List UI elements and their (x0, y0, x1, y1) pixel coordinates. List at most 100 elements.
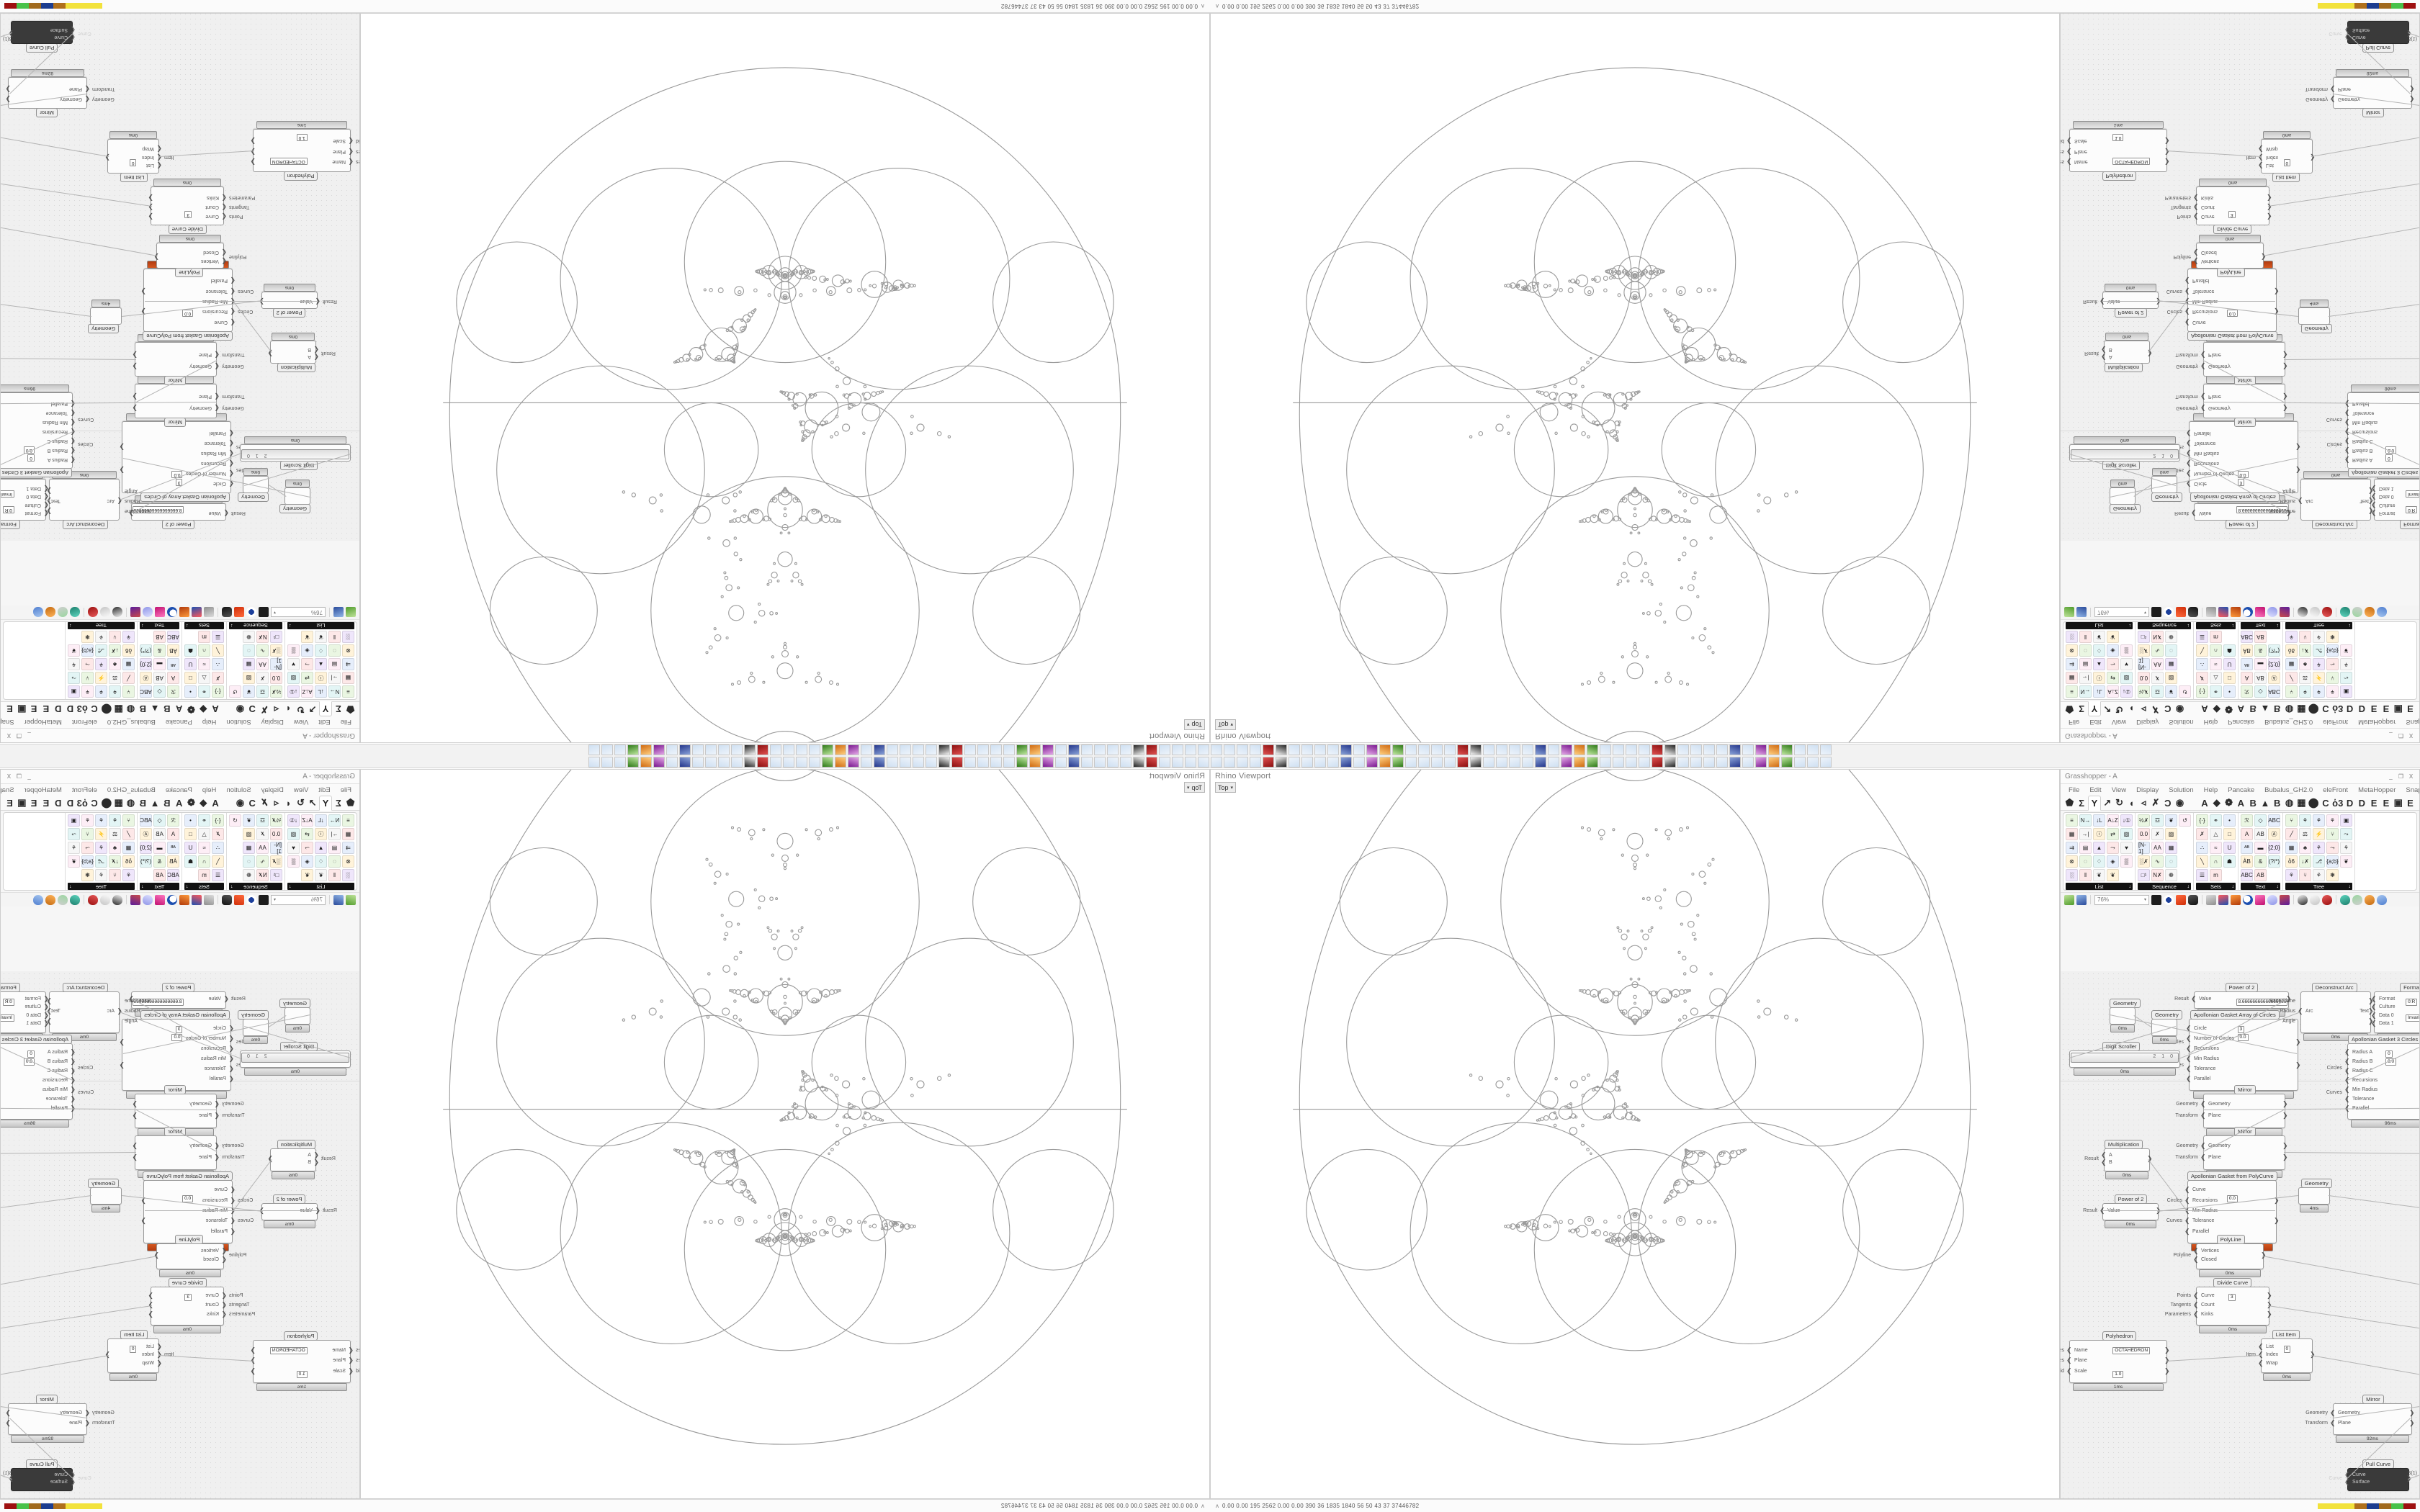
ribbon-component-icon[interactable]: ↓✗ (109, 644, 121, 657)
rhino-toolbar-icon[interactable] (640, 756, 652, 768)
param-input-grip[interactable]: ❮ (214, 393, 220, 401)
rhino-toolbar-icon[interactable] (977, 744, 989, 756)
preview-green-icon[interactable] (2340, 607, 2350, 618)
tab-plugin-mountain[interactable]: ▲ (2260, 703, 2270, 715)
param-value-value[interactable]: 0:R (2, 999, 14, 1006)
param-input-grip[interactable]: ❮ (2330, 96, 2336, 103)
help-question-icon[interactable] (155, 607, 165, 618)
tab-plugin-diamond[interactable]: ◆ (200, 797, 207, 808)
param-value-value[interactable]: 0:R (2406, 506, 2418, 513)
ribbon-component-icon[interactable]: ♥ (2120, 842, 2133, 854)
ribbon-component-icon[interactable]: ‖ (2079, 869, 2092, 881)
ribbon-component-icon[interactable]: ▧ (2120, 672, 2133, 684)
tab-plugin-mountain[interactable]: ▲ (150, 703, 160, 715)
ribbon-component-icon[interactable]: ⤳ (2107, 842, 2119, 854)
tab-display[interactable]: ◉ (236, 797, 245, 808)
ribbon-component-icon[interactable]: ◇ (153, 814, 166, 827)
param-output-grip[interactable]: ❯ (2282, 351, 2288, 359)
rhino-toolbar-icon[interactable] (1133, 756, 1144, 768)
param-input-grip[interactable]: ❮ (2184, 308, 2190, 316)
rhino-toolbar-icon[interactable] (1794, 744, 1806, 756)
ribbon-component-icon[interactable]: ↓L (315, 814, 327, 827)
ribbon-component-icon[interactable]: ▬ (2254, 842, 2267, 854)
ribbon-component-icon[interactable]: ⊗ (2066, 644, 2078, 657)
rhino-toolbar-icon[interactable] (1729, 744, 1741, 756)
component-body[interactable] (11, 21, 73, 44)
gha-assemblies-icon[interactable] (192, 894, 202, 905)
ribbon-component-icon[interactable]: • (2223, 814, 2236, 827)
ribbon-component-icon[interactable]: ⑂ (122, 814, 135, 827)
ribbon-component-icon[interactable]: ⚡ (95, 672, 107, 684)
canvas-toolbar[interactable]: 76% ▾ (1, 892, 359, 906)
ribbon-component-icon[interactable]: ≡ (342, 814, 354, 827)
ribbon-component-icon[interactable]: ⚘ (2299, 685, 2311, 698)
ribbon-component-icon[interactable]: ↓① (287, 814, 300, 827)
ribbon-component-icon[interactable]: ⚘ (122, 631, 135, 643)
tab-plugin-e3[interactable]: E (2407, 797, 2414, 809)
ribbon-component-icon[interactable]: ⚘ (2313, 842, 2325, 854)
ribbon-component-icon[interactable]: Ⓐ (2268, 828, 2280, 840)
rhino-toolbar-icon[interactable] (1690, 744, 1702, 756)
ribbon-component-icon[interactable]: ❦ (301, 631, 313, 643)
ribbon-component-icon[interactable]: ℛ (2241, 685, 2253, 698)
rhino-toolbar-icon[interactable] (1509, 744, 1520, 756)
ribbon-component-icon[interactable]: ❦ (301, 869, 313, 881)
ribbon-component-icon[interactable]: ☗ (2223, 855, 2236, 868)
tab-display[interactable]: ◉ (2175, 704, 2184, 715)
param-output-grip[interactable]: ❯ (2409, 1409, 2415, 1416)
param-value-value[interactable]: OCTAHEDRON (269, 1347, 308, 1354)
menu-item-pancake[interactable]: Pancake (165, 786, 192, 794)
ribbon-component-icon[interactable]: ❃ (2326, 631, 2339, 643)
ribbon-component-icon[interactable]: ▦ (243, 658, 255, 670)
param-input-grip[interactable]: ❮ (84, 1409, 90, 1416)
param-input-grip[interactable]: ❮ (2344, 1058, 2350, 1065)
ribbon-component-icon[interactable]: ∴ (2196, 842, 2208, 854)
ribbon-component-icon[interactable]: A↓Z (301, 814, 313, 827)
ribbon-component-icon[interactable]: N✗ (2151, 631, 2164, 643)
menu-item-metahopper[interactable]: MetaHopper (2358, 786, 2396, 794)
param-input-grip[interactable]: ❮ (2186, 1045, 2192, 1052)
param-value-value[interactable]: OCTAHEDRON (269, 158, 308, 165)
rhino-toolbar-icon[interactable] (1392, 744, 1404, 756)
tab-plugin-b1[interactable]: B (163, 703, 171, 715)
ribbon-component-icon[interactable]: □ (2223, 672, 2236, 684)
component-body[interactable] (2187, 1180, 2277, 1243)
rhino-toolbar-icon[interactable] (1068, 744, 1080, 756)
ribbon-component-icon[interactable]: (?/*) (2268, 644, 2280, 657)
param-output-grip[interactable]: ❯ (2164, 148, 2170, 156)
menu-item-display[interactable]: Display (261, 786, 284, 794)
param-output-grip[interactable]: ❯ (2282, 1111, 2288, 1119)
ribbon-component-icon[interactable]: U (2223, 658, 2236, 670)
rhino-toolbar-icon[interactable] (1392, 756, 1404, 768)
param-input-grip[interactable]: ❮ (221, 204, 227, 211)
paint-icon[interactable] (2176, 607, 2186, 618)
param-output-grip[interactable]: ❯ (119, 1061, 125, 1069)
ribbon-group-expand-icon[interactable]: ↓ (186, 883, 189, 889)
component-body[interactable] (2203, 1094, 2285, 1128)
ribbon-component-icon[interactable]: ‖ (328, 631, 341, 643)
ribbon-component-icon[interactable]: ╲ (2196, 855, 2208, 868)
ribbon-component-icon[interactable]: [N-1] (2138, 658, 2150, 671)
param-output-grip[interactable]: ❯ (2164, 158, 2170, 166)
rhino-toolbar-icon[interactable] (1263, 756, 1274, 768)
tab-plugin-b2[interactable]: B (139, 703, 146, 715)
rhino-toolbar-icon[interactable] (1807, 756, 1819, 768)
param-input-grip[interactable]: ❮ (214, 1153, 220, 1161)
rhino-toolbar-icon[interactable] (900, 756, 911, 768)
rhino-toolbar-icon[interactable] (1768, 756, 1780, 768)
ribbon-component-icon[interactable]: →| (328, 828, 341, 840)
param-output-grip[interactable]: ❯ (2409, 86, 2415, 93)
param-input-grip[interactable]: ❮ (313, 346, 319, 354)
ribbon-component-icon[interactable]: □ (184, 672, 197, 684)
param-output-grip[interactable]: ❯ (2368, 1007, 2374, 1014)
tab-plugin-c[interactable]: C (91, 797, 98, 809)
maximize-button[interactable]: ❐ (16, 732, 22, 739)
ribbon-component-icon[interactable]: ‖ (328, 869, 341, 881)
param-output-grip[interactable]: ❯ (2267, 1301, 2272, 1308)
ribbon-component-icon[interactable]: U (2223, 842, 2236, 854)
rhino-toolbar-icon[interactable] (1781, 756, 1793, 768)
tab-mesh[interactable]: ◃ (274, 797, 279, 808)
ribbon-component-icon[interactable]: • (184, 685, 197, 698)
